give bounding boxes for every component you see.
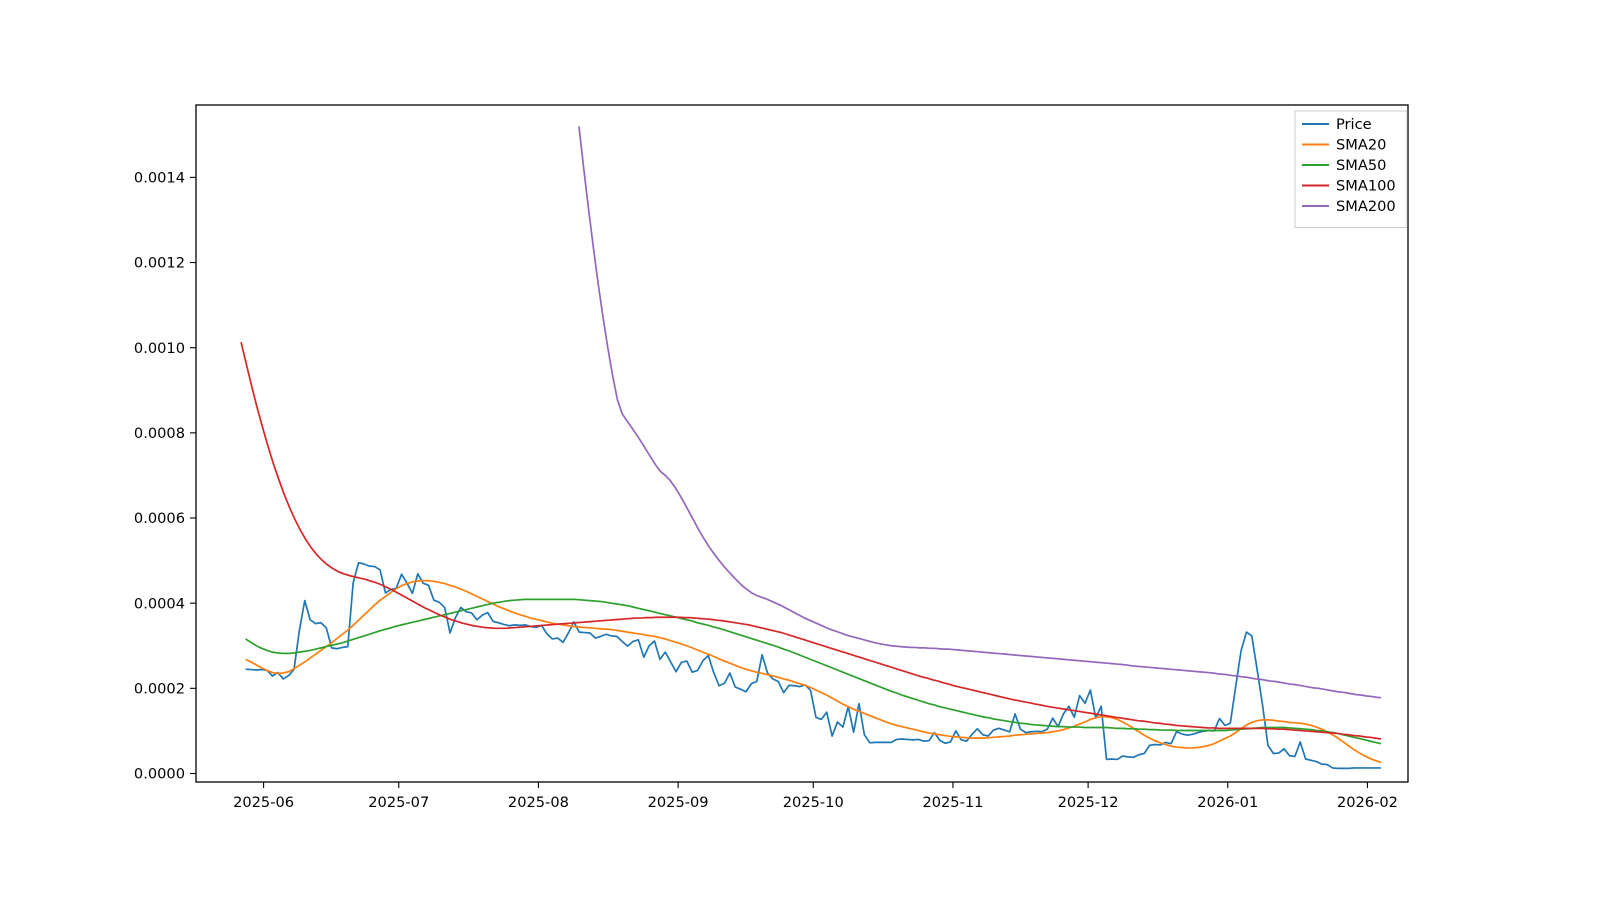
legend-label-sma50[interactable]: SMA50 — [1336, 157, 1386, 174]
legend-frame — [1294, 110, 1408, 228]
xtick-label: 2025-06 — [233, 794, 294, 811]
series-line-sma50 — [245, 598, 1382, 745]
series-line-price — [245, 561, 1381, 770]
legend-label-sma20[interactable]: SMA20 — [1336, 137, 1386, 154]
ytick-label: 0.0014 — [134, 170, 185, 187]
xtick-label: 2026-02 — [1337, 794, 1398, 811]
ytick-label: 0.0004 — [134, 595, 185, 612]
xtick-label: 2025-07 — [368, 794, 429, 811]
xtick-label: 2025-10 — [783, 794, 844, 811]
legend-label-price[interactable]: Price — [1336, 116, 1372, 133]
xtick-label: 2025-08 — [508, 794, 569, 811]
chart-legend[interactable]: Price SMA20 SMA50 SMA100 SMA200 — [1294, 110, 1408, 228]
ytick-label: 0.0000 — [134, 766, 185, 783]
ytick-label: 0.0010 — [134, 340, 185, 357]
ytick-label: 0.0006 — [134, 510, 185, 527]
xtick-label: 2025-11 — [922, 794, 983, 811]
ytick-label: 0.0012 — [134, 255, 185, 272]
series-layer — [240, 126, 1382, 770]
xtick-label: 2025-09 — [648, 794, 709, 811]
axis-ticks-layer: 0.0000 0.0002 0.0004 0.0006 0.0008 0.0010 0.00… — [134, 170, 1398, 811]
series-line-sma200 — [578, 126, 1382, 699]
xtick-label: 2026-01 — [1197, 794, 1258, 811]
plot-area-border — [195, 104, 1409, 783]
legend-label-sma200[interactable]: SMA200 — [1336, 198, 1396, 215]
ytick-label: 0.0002 — [134, 681, 185, 698]
axes-layer — [195, 104, 1409, 783]
series-line-sma100 — [240, 341, 1382, 740]
ytick-label: 0.0008 — [134, 425, 185, 442]
legend-label-sma100[interactable]: SMA100 — [1336, 178, 1396, 195]
xtick-label: 2025-12 — [1058, 794, 1119, 811]
series-line-sma20 — [245, 579, 1382, 764]
